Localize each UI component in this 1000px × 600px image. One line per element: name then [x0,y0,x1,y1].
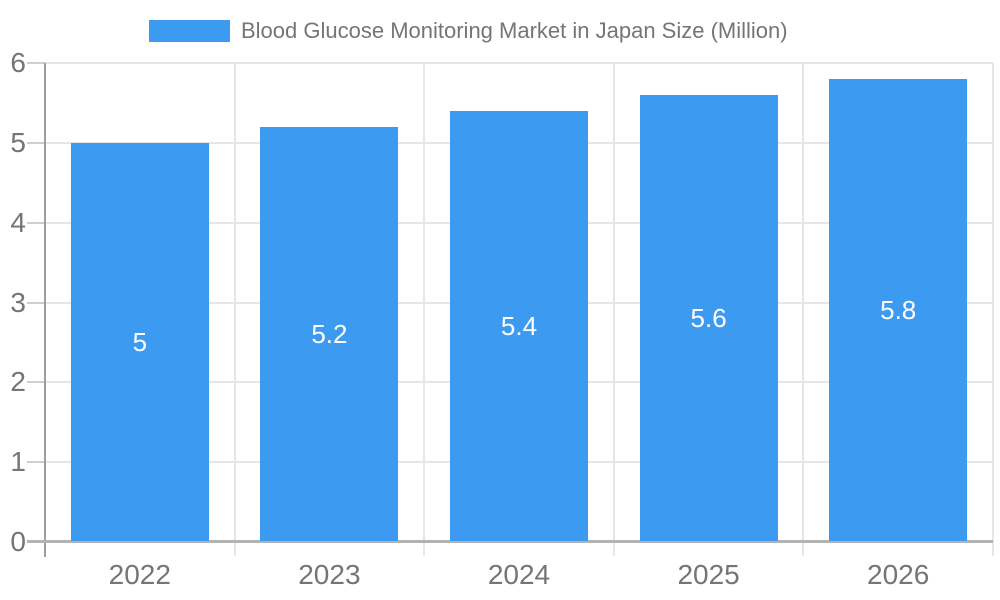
bar-value-label: 5.8 [880,295,917,326]
gridline-horizontal [45,62,993,64]
bar [829,78,968,541]
bar-value-label: 5.2 [311,319,348,350]
y-axis-tick-label: 3 [10,286,26,318]
gridline-vertical [992,63,994,556]
y-axis-tick-label: 4 [10,206,26,238]
bar [70,142,209,541]
y-axis-tick-label: 0 [10,526,26,557]
bar [639,94,778,541]
x-axis-tick-label: 2025 [677,559,740,590]
y-axis-tick-mark [27,301,45,304]
y-axis-tick-mark [27,221,45,224]
x-axis-tick-label: 2023 [298,559,361,590]
y-axis-tick-label: 2 [10,366,26,398]
bar-value-label: 5.6 [690,303,727,334]
bar [260,126,399,541]
bar-value-label: 5 [132,327,148,358]
y-axis-tick-mark [27,141,45,144]
x-axis-tick-label: 2022 [108,559,171,590]
x-axis-tick-label: 2026 [867,559,930,590]
y-axis-tick-mark [27,381,45,384]
x-axis-baseline [27,540,993,543]
gridline-vertical [423,63,426,556]
gridline-vertical [233,63,236,556]
chart-legend: Blood Glucose Monitoring Market in Japan… [149,15,788,47]
y-axis-tick-label: 1 [10,446,26,478]
y-axis-tick-label: 6 [10,47,26,78]
y-axis-tick-mark [27,461,45,464]
x-axis-tick-label: 2024 [487,559,551,590]
legend-label: Blood Glucose Monitoring Market in Japan… [241,18,788,43]
bar-value-label: 5.4 [500,311,538,342]
legend-swatch [149,20,230,42]
gridline-vertical [802,63,805,556]
y-axis-tick-mark [27,62,45,64]
bar [450,110,588,541]
gridline-vertical [612,63,615,556]
y-axis-tick-label: 5 [10,126,26,158]
y-axis-line [44,63,46,557]
